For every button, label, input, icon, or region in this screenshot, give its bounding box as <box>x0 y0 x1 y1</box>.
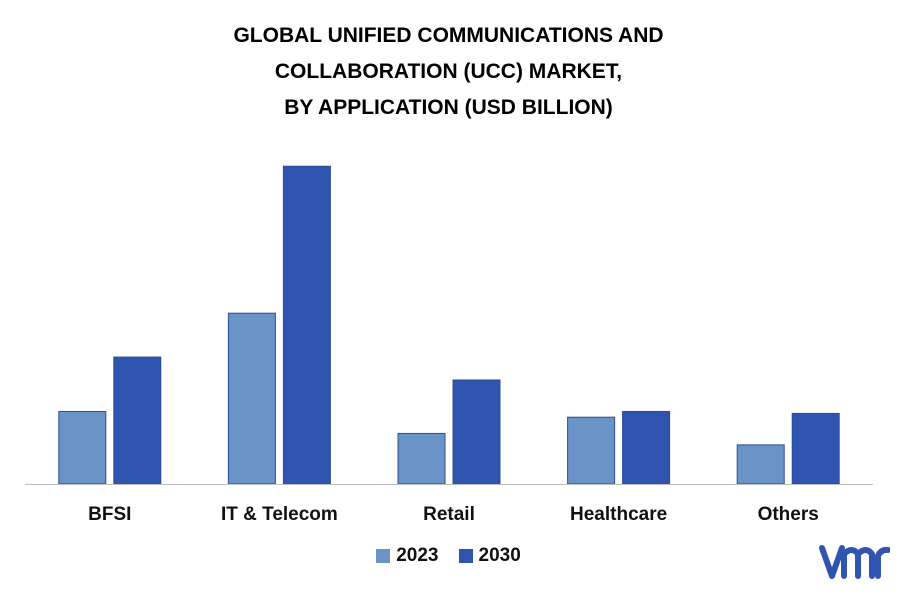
bar-2023-others <box>736 444 785 485</box>
bar-2030-healthcare <box>622 410 671 485</box>
x-tick-label: Others <box>758 504 819 525</box>
legend-swatch-2023 <box>376 549 391 563</box>
x-tick-label: IT & Telecom <box>221 504 338 525</box>
bar-2023-bfsi <box>58 410 107 485</box>
chart-title-line-1: GLOBAL UNIFIED COMMUNICATIONS AND <box>233 24 664 47</box>
x-tick-label: Healthcare <box>570 504 667 525</box>
legend-label-2030: 2030 <box>478 545 521 566</box>
bar-2030-retail <box>452 379 501 485</box>
bar-2030-bfsi <box>113 356 162 485</box>
legend-swatch-2030 <box>458 549 473 563</box>
chart-title-line-2: COLLABORATION (UCC) MARKET, <box>274 60 623 83</box>
bar-2023-it-telecom <box>227 312 276 485</box>
vmr-logo-graphic <box>819 545 891 579</box>
x-tick-label: Retail <box>423 504 475 525</box>
vmr-logo-icon <box>818 540 891 587</box>
chart-title: GLOBAL UNIFIED COMMUNICATIONS AND COLLAB… <box>0 18 897 126</box>
bar-2023-retail <box>397 432 446 485</box>
legend: 2023 2030 <box>0 545 897 567</box>
bar-2030-it-telecom <box>282 165 331 485</box>
bar-2030-others <box>791 412 840 485</box>
chart-title-line-3: BY APPLICATION (USD BILLION) <box>284 96 613 119</box>
legend-item-2030: 2030 <box>458 545 521 567</box>
legend-label-2023: 2023 <box>396 545 439 566</box>
x-tick-label: BFSI <box>88 504 131 525</box>
legend-item-2023: 2023 <box>376 545 439 567</box>
bar-2023-healthcare <box>567 416 616 485</box>
